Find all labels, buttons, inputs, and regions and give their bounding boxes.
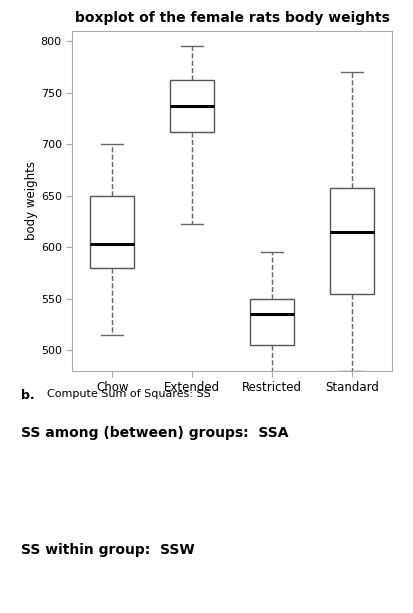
Text: SS within group:  SSW: SS within group: SSW xyxy=(21,543,194,557)
Title: boxplot of the female rats body weights: boxplot of the female rats body weights xyxy=(75,11,390,25)
Y-axis label: body weights: body weights xyxy=(25,161,38,240)
Text: b.: b. xyxy=(21,389,34,402)
PathPatch shape xyxy=(330,188,374,294)
Text: Compute Sum of Squares: SS: Compute Sum of Squares: SS xyxy=(47,389,211,399)
PathPatch shape xyxy=(170,80,214,132)
PathPatch shape xyxy=(90,196,134,268)
Text: SS among (between) groups:  SSA: SS among (between) groups: SSA xyxy=(21,426,288,440)
PathPatch shape xyxy=(250,299,294,345)
